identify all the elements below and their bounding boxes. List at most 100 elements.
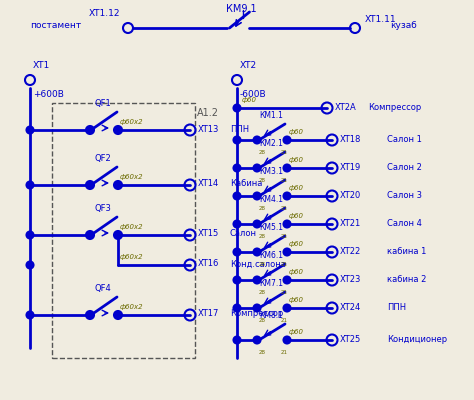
Bar [52,103,195,358]
Circle shape [254,136,261,144]
Text: Компрессор: Компрессор [368,102,421,112]
Circle shape [234,104,240,112]
Text: ХТ21: ХТ21 [340,218,361,228]
Circle shape [114,126,122,134]
Text: ХТ2А: ХТ2А [335,102,357,112]
Text: ХТ1.11: ХТ1.11 [365,16,397,24]
Text: 21: 21 [281,350,288,355]
Text: 28: 28 [259,262,266,267]
Text: ф60х2: ф60х2 [120,119,144,125]
Text: Салон 3: Салон 3 [387,190,422,200]
Text: постамент: постамент [30,22,81,30]
Circle shape [283,192,291,200]
Text: Салон 4: Салон 4 [387,218,422,228]
Text: ХТ20: ХТ20 [340,190,361,200]
Text: ХТ13: ХТ13 [198,124,219,134]
Circle shape [283,220,291,228]
Text: ф60: ф60 [289,297,304,303]
Text: ф60: ф60 [289,157,304,163]
Text: 28: 28 [259,178,266,183]
Text: ф60х2: ф60х2 [120,304,144,310]
Text: 21: 21 [281,290,288,295]
Circle shape [254,304,261,312]
Text: ф60: ф60 [289,329,304,335]
Text: Салон 1: Салон 1 [387,134,422,144]
Text: ф60х2: ф60х2 [120,174,144,180]
Circle shape [234,192,240,200]
Circle shape [283,136,291,144]
Text: Компрессор: Компрессор [230,310,283,318]
Text: 28: 28 [259,234,266,239]
Text: КМ5.1: КМ5.1 [259,223,283,232]
Circle shape [114,311,122,319]
Circle shape [86,181,94,189]
Text: 28: 28 [259,206,266,211]
Circle shape [254,248,261,256]
Text: ППН: ППН [387,302,406,312]
Circle shape [27,312,34,318]
Text: Кондиционер: Кондиционер [387,334,447,344]
Text: ХТ2: ХТ2 [240,61,257,70]
Text: Салон: Салон [230,230,257,238]
Text: ф60: ф60 [289,129,304,135]
Circle shape [114,231,122,239]
Circle shape [254,276,261,284]
Circle shape [86,311,94,319]
Text: ХТ1: ХТ1 [33,61,50,70]
Circle shape [86,126,94,134]
Text: ХТ19: ХТ19 [340,162,361,172]
Text: -600В: -600В [240,90,266,99]
Text: 21: 21 [281,318,288,323]
Text: ф60х2: ф60х2 [120,254,144,260]
Circle shape [254,220,261,228]
Text: 21: 21 [281,234,288,239]
Circle shape [234,136,240,144]
Circle shape [27,232,34,238]
Circle shape [27,182,34,188]
Text: ХТ17: ХТ17 [198,310,219,318]
Text: ф60х2: ф60х2 [120,224,144,230]
Text: ф60: ф60 [289,241,304,247]
Text: ХТ1.12: ХТ1.12 [89,9,120,18]
Text: КМ8.1: КМ8.1 [259,311,283,320]
Text: QF3: QF3 [95,204,112,213]
Text: QF4: QF4 [95,284,112,293]
Circle shape [27,262,34,268]
Text: ХТ16: ХТ16 [198,260,219,268]
Text: +600В: +600В [33,90,64,99]
Text: Конд.салона: Конд.салона [230,260,286,268]
Text: 21: 21 [281,262,288,267]
Text: кабина 2: кабина 2 [387,274,427,284]
Text: ХТ14: ХТ14 [198,180,219,188]
Text: КМ6.1: КМ6.1 [259,251,283,260]
Circle shape [254,336,261,344]
Text: Кабина: Кабина [230,180,263,188]
Circle shape [254,192,261,200]
Circle shape [283,248,291,256]
Text: 28: 28 [259,150,266,155]
Circle shape [234,164,240,172]
Text: ф60: ф60 [242,97,257,103]
Text: А1.2: А1.2 [197,108,219,118]
Text: кузаб: кузаб [390,22,417,30]
Circle shape [234,220,240,228]
Circle shape [283,164,291,172]
Text: ХТ23: ХТ23 [340,274,361,284]
Circle shape [254,164,261,172]
Text: ХТ25: ХТ25 [340,334,361,344]
Circle shape [234,248,240,256]
Text: 21: 21 [281,206,288,211]
Text: ф60: ф60 [289,213,304,219]
Circle shape [283,336,291,344]
Circle shape [234,276,240,284]
Circle shape [234,304,240,312]
Text: 28: 28 [259,350,266,355]
Text: кабина 1: кабина 1 [387,246,427,256]
Text: КМ1.1: КМ1.1 [259,111,283,120]
Text: ХТ15: ХТ15 [198,230,219,238]
Circle shape [283,276,291,284]
Text: 21: 21 [281,178,288,183]
Text: КМ2.1: КМ2.1 [259,139,283,148]
Text: QF1: QF1 [95,99,112,108]
Circle shape [234,336,240,344]
